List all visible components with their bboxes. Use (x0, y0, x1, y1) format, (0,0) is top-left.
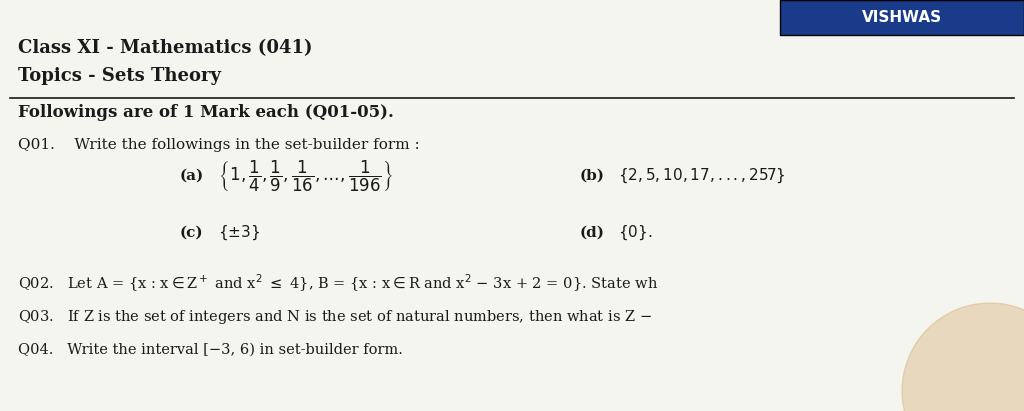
Text: Q01.    Write the followings in the set-builder form :: Q01. Write the followings in the set-bui… (18, 138, 420, 152)
Circle shape (902, 303, 1024, 411)
Text: (d): (d) (580, 226, 605, 240)
Text: Followings are of 1 Mark each (Q01-05).: Followings are of 1 Mark each (Q01-05). (18, 104, 394, 121)
Text: Class XI - Mathematics (041): Class XI - Mathematics (041) (18, 39, 312, 57)
Text: Topics - Sets Theory: Topics - Sets Theory (18, 67, 221, 85)
Text: Q02.   Let A = {x : x$\in$Z$^+$ and x$^2$ $\leq$ 4}, B = {x : x$\in$R and x$^2$ : Q02. Let A = {x : x$\in$Z$^+$ and x$^2$ … (18, 273, 658, 294)
Text: Q03.   If Z is the set of integers and N is the set of natural numbers, then wha: Q03. If Z is the set of integers and N i… (18, 308, 652, 326)
FancyBboxPatch shape (780, 0, 1024, 35)
Text: VISHWAS: VISHWAS (862, 10, 942, 25)
Text: $\{2,5,10,17,...,257\}$: $\{2,5,10,17,...,257\}$ (618, 167, 785, 185)
Text: Q04.   Write the interval [−3, 6) in set-builder form.: Q04. Write the interval [−3, 6) in set-b… (18, 343, 402, 357)
Text: $\{0\}.$: $\{0\}.$ (618, 224, 652, 242)
Text: (c): (c) (180, 226, 204, 240)
Text: $\{\pm3\}$: $\{\pm3\}$ (218, 224, 260, 242)
Text: $\left\{1,\dfrac{1}{4},\dfrac{1}{9},\dfrac{1}{16},\ldots,\dfrac{1}{196}\right\}$: $\left\{1,\dfrac{1}{4},\dfrac{1}{9},\dfr… (218, 158, 393, 194)
Text: (b): (b) (580, 169, 605, 183)
Text: (a): (a) (180, 169, 204, 183)
